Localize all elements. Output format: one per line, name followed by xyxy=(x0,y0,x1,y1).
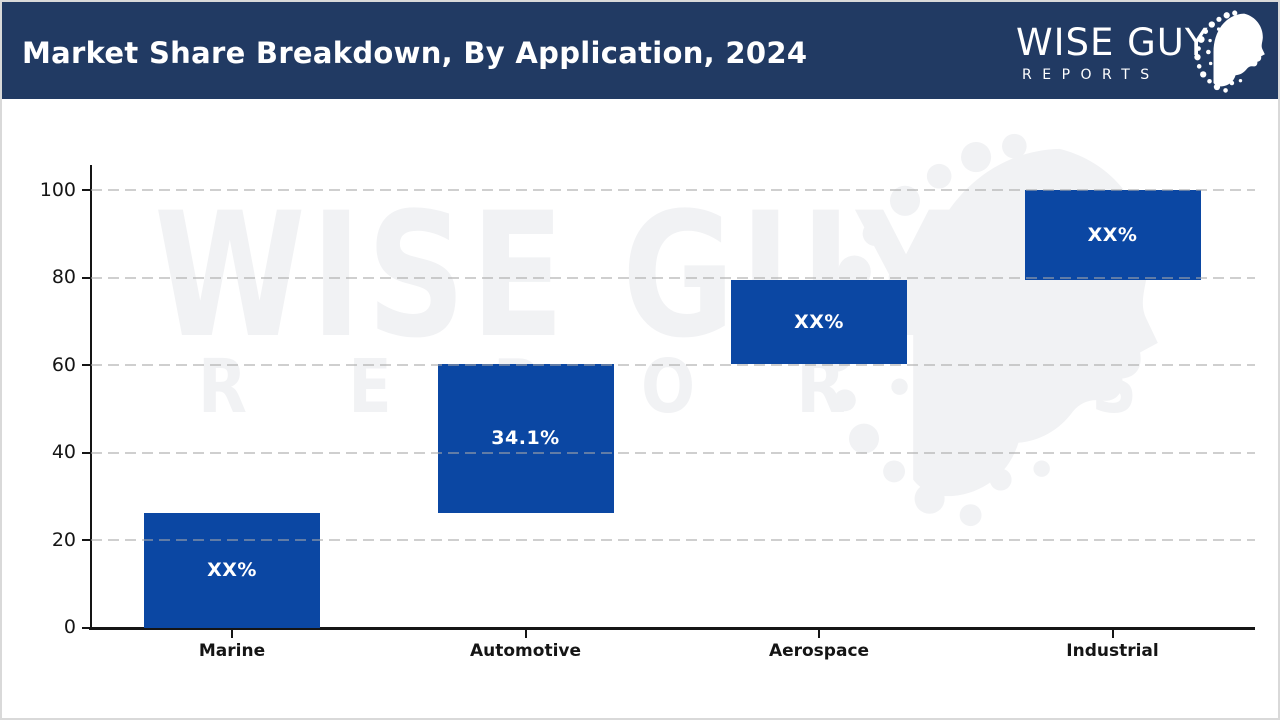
x-tick-mark-aerospace xyxy=(818,630,820,638)
x-axis-spine xyxy=(89,627,1255,630)
bar-value-label: 34.1% xyxy=(491,427,560,450)
bar-value-label: XX% xyxy=(207,559,257,582)
gridline-40 xyxy=(91,451,1255,454)
y-tick-mark-80 xyxy=(82,276,90,279)
x-tick-mark-industrial xyxy=(1111,630,1114,638)
y-tick-mark-60 xyxy=(82,364,90,366)
y-axis-spine xyxy=(90,165,92,630)
y-tick-label: 80 xyxy=(51,266,76,288)
category-label-aerospace: Aerospace xyxy=(768,641,870,661)
bar-marine: XX% xyxy=(144,512,320,628)
page-title: Market Share Breakdown, By Application, … xyxy=(22,36,808,70)
category-label-marine: Marine xyxy=(198,641,266,661)
bar-aerospace: XX% xyxy=(731,280,907,364)
y-tick-label: 40 xyxy=(51,441,76,463)
gridline-60 xyxy=(91,364,1255,366)
bar-automotive: 34.1% xyxy=(437,363,614,513)
header-bar: Market Share Breakdown, By Application, … xyxy=(2,2,1278,99)
y-tick-mark-20 xyxy=(82,539,90,541)
bar-value-label: XX% xyxy=(1087,224,1138,247)
logo-wordmark: WISE GUY xyxy=(1016,21,1208,64)
gridline-80 xyxy=(91,276,1255,279)
y-tick-label: 100 xyxy=(39,178,76,201)
bar-industrial: XX% xyxy=(1024,190,1201,281)
category-label-industrial: Industrial xyxy=(1066,641,1159,661)
logo-subtext: REPORTS xyxy=(1022,67,1160,83)
y-tick-label: 20 xyxy=(51,528,76,551)
x-tick-mark-marine xyxy=(231,630,233,638)
y-tick-mark-0 xyxy=(82,626,90,629)
waterfall-chart: 0 20 40 60 80 100 XX% Marine 34.1% Automotive XX% A… xyxy=(2,99,1278,718)
bar-value-label: XX% xyxy=(794,310,844,333)
y-tick-label: 60 xyxy=(51,353,76,376)
y-tick-label: 0 xyxy=(63,616,76,638)
y-tick-mark-40 xyxy=(82,451,90,454)
x-tick-mark-automotive xyxy=(524,630,527,638)
gridline-100 xyxy=(91,189,1255,191)
wise-guy-reports-logo: WISE GUY REPORTS xyxy=(1016,10,1265,93)
gridline-20 xyxy=(91,539,1255,541)
category-label-automotive: Automotive xyxy=(469,641,582,661)
y-tick-mark-100 xyxy=(82,189,90,191)
